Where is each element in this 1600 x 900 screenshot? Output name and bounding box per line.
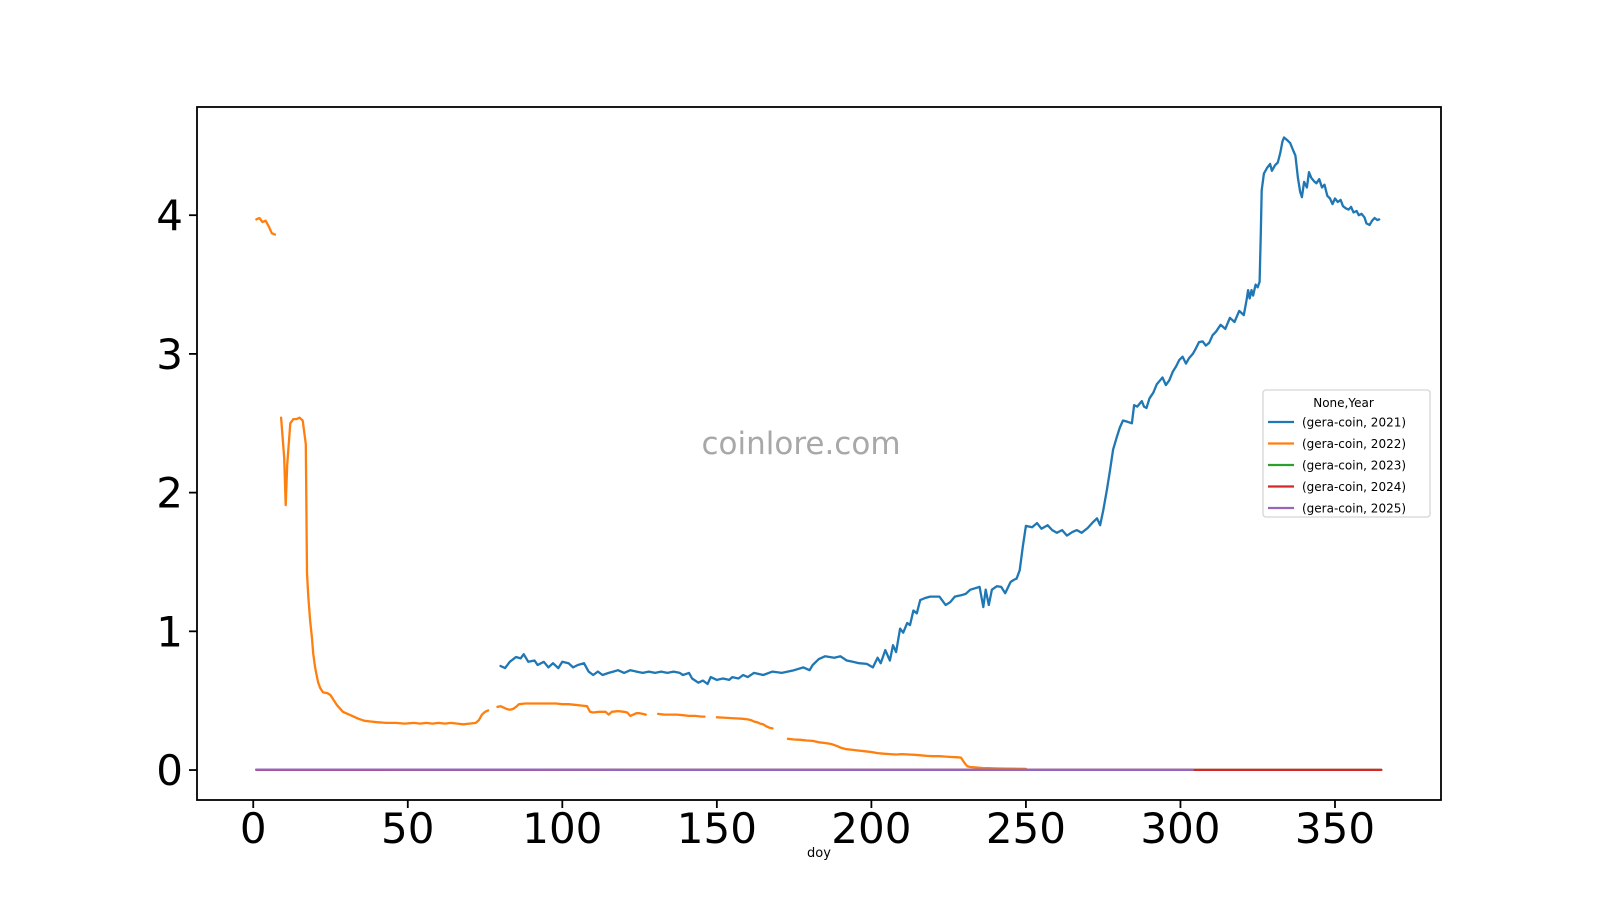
x-tick-label: 300 [1140, 804, 1220, 853]
y-tick-label: 4 [156, 191, 183, 240]
plot-border [196, 106, 1442, 801]
x-tick-label: 150 [677, 804, 757, 853]
series-line-2022 [715, 716, 774, 730]
series-line-2022 [786, 737, 1028, 771]
series-line-2021 [499, 136, 1381, 686]
watermark-text: coinlore.com [701, 426, 900, 462]
legend-entry-label-2025: (gera-coin, 2025) [1302, 502, 1406, 516]
legend-entry-label-2021: (gera-coin, 2021) [1302, 416, 1406, 430]
legend-entry-label-2024: (gera-coin, 2024) [1302, 480, 1406, 494]
series-line-2022 [279, 416, 490, 726]
x-tick-label: 250 [986, 804, 1066, 853]
x-tick-label: 350 [1295, 804, 1375, 853]
series-line-2022 [255, 216, 277, 236]
x-axis-label: doy [807, 846, 831, 861]
legend-box [1262, 389, 1431, 518]
axes-layer: 0 50 100 150 200 250 300 350 0 1 2 3 4 [156, 106, 1442, 853]
y-tick-label: 3 [156, 330, 183, 379]
series-line-2022 [496, 702, 647, 718]
series-line-2022 [656, 712, 706, 718]
legend-title: None,Year [1313, 396, 1374, 410]
x-tick-label: 100 [522, 804, 602, 853]
x-tick-label: 50 [381, 804, 434, 853]
series-layer [255, 136, 1383, 772]
y-tick-label: 1 [156, 607, 183, 656]
x-tick-label: 200 [831, 804, 911, 853]
legend-entry-label-2022: (gera-coin, 2022) [1302, 437, 1406, 451]
y-tick-label: 2 [156, 469, 183, 518]
legend-layer: None,Year (gera-coin, 2021) (gera-coin, 20… [1262, 389, 1431, 518]
legend-entry-label-2023: (gera-coin, 2023) [1302, 459, 1406, 473]
y-tick-label: 0 [156, 746, 183, 795]
x-tick-label: 0 [240, 804, 267, 853]
